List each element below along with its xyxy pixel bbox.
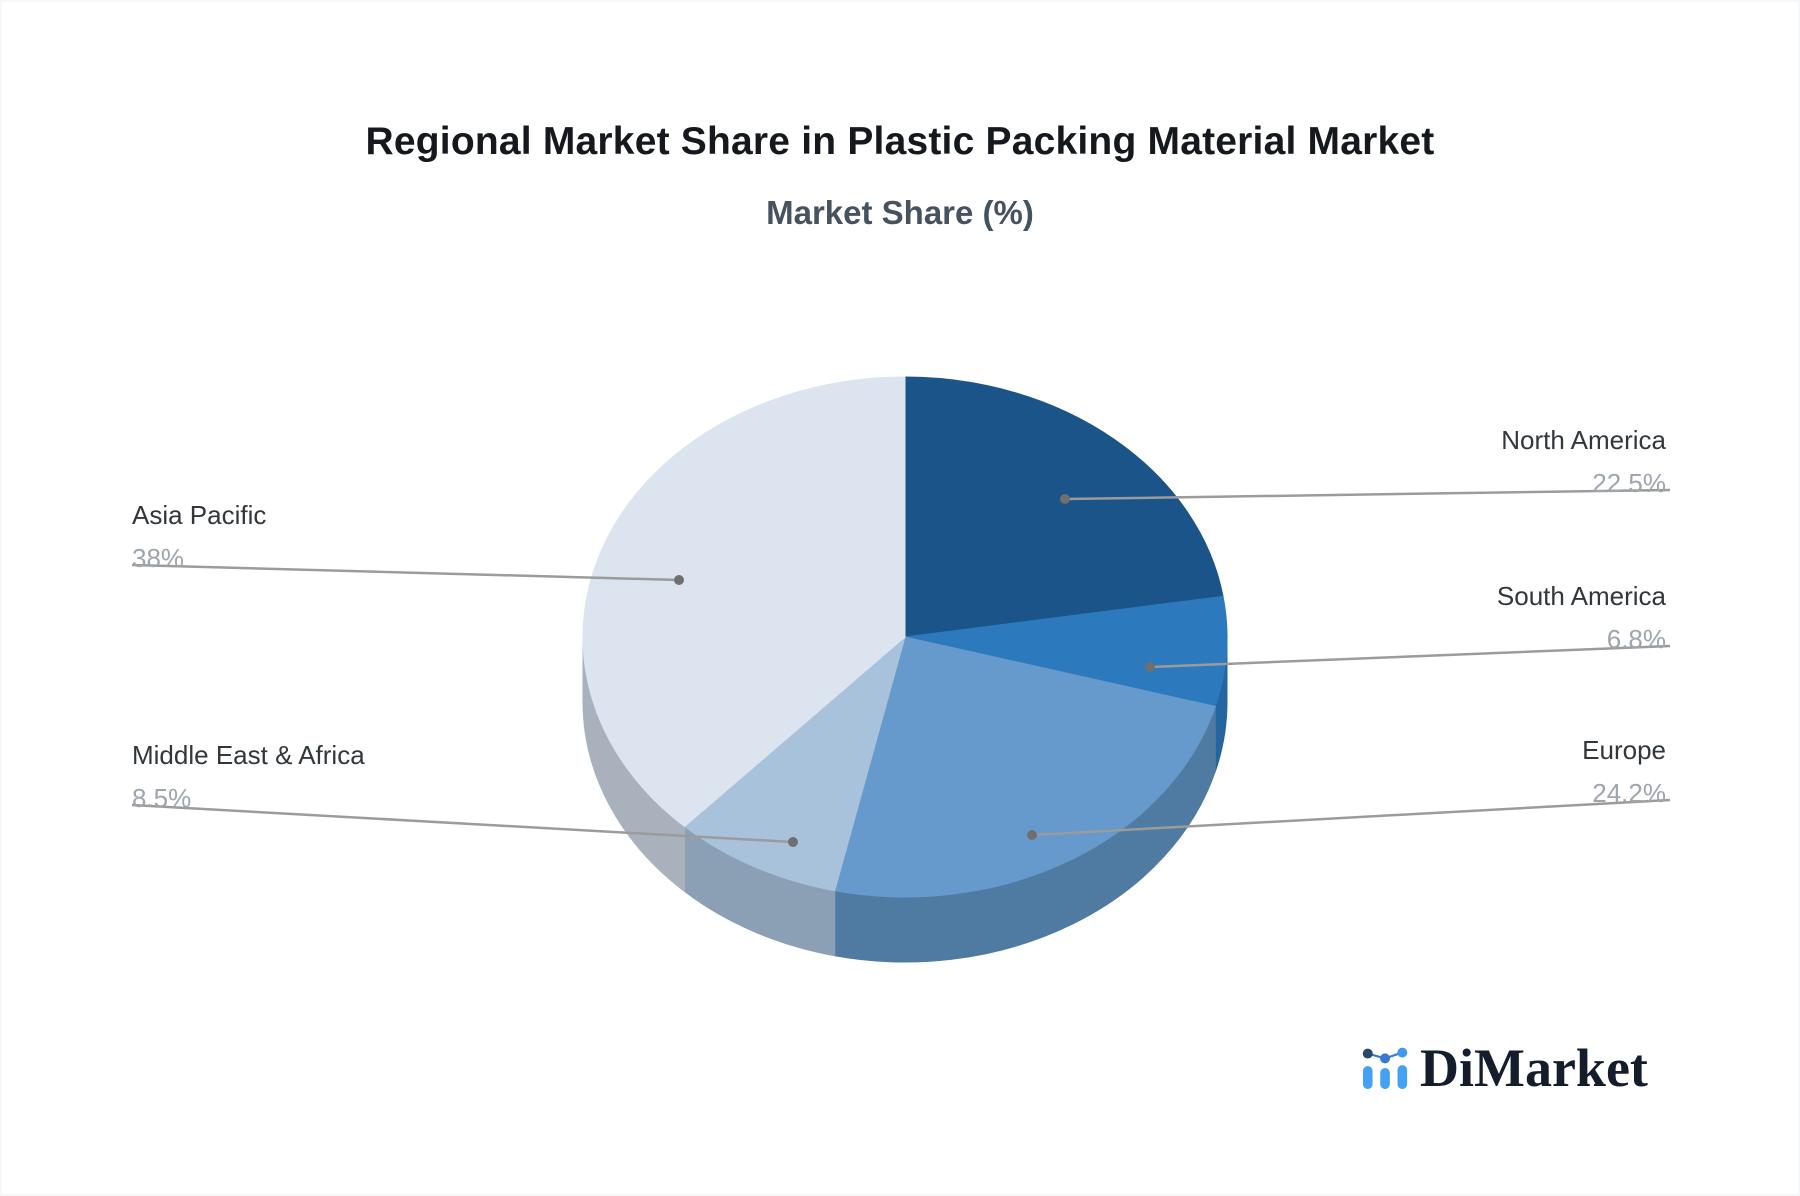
leader-dot bbox=[674, 575, 684, 585]
pie-slice-north-america[interactable] bbox=[904, 376, 1224, 638]
leader-line bbox=[1031, 798, 1671, 837]
leader-dot bbox=[1060, 494, 1070, 504]
leader-dot bbox=[1145, 662, 1155, 672]
bar-chart-logo-icon bbox=[1362, 1047, 1408, 1090]
chart-title: Regional Market Share in Plastic Packing… bbox=[365, 120, 1435, 163]
slice-name: Europe bbox=[1582, 735, 1666, 765]
leader-line bbox=[1149, 644, 1671, 669]
pie-slice-south-america[interactable] bbox=[904, 595, 1228, 707]
logo-text: DiMarket bbox=[1420, 1038, 1648, 1098]
leader-line bbox=[131, 803, 794, 844]
leader-line bbox=[131, 563, 680, 582]
leader-dot bbox=[1027, 830, 1037, 840]
pie-slice-middle-east-africa[interactable] bbox=[683, 635, 906, 892]
slice-name: Middle East & Africa bbox=[132, 740, 365, 770]
pie-slice-asia-pacific[interactable] bbox=[582, 376, 906, 828]
label-asia-pacific: Asia Pacific 38% bbox=[132, 500, 266, 573]
pie-slice-europe[interactable] bbox=[834, 636, 1216, 898]
slice-percent: 22.5% bbox=[1592, 468, 1666, 498]
label-north-america: North America 22.5% bbox=[1501, 425, 1666, 498]
label-middle-east-africa: Middle East & Africa 8.5% bbox=[132, 740, 365, 813]
slice-name: Asia Pacific bbox=[132, 500, 267, 530]
slice-percent: 24.2% bbox=[1592, 778, 1666, 808]
chart-subtitle: Market Share (%) bbox=[766, 194, 1034, 231]
slice-name: South America bbox=[1496, 581, 1666, 611]
label-europe: Europe 24.2% bbox=[1582, 735, 1666, 808]
leader-dot bbox=[788, 837, 798, 847]
leader-line bbox=[1064, 488, 1671, 501]
slice-percent: 8.5% bbox=[132, 783, 192, 813]
slice-name: North America bbox=[1501, 425, 1666, 455]
dimarket-logo: DiMarket bbox=[1362, 1038, 1648, 1098]
slice-percent: 38% bbox=[132, 543, 185, 573]
label-south-america: South America 6.8% bbox=[1497, 581, 1666, 654]
slice-percent: 6.8% bbox=[1606, 624, 1666, 654]
